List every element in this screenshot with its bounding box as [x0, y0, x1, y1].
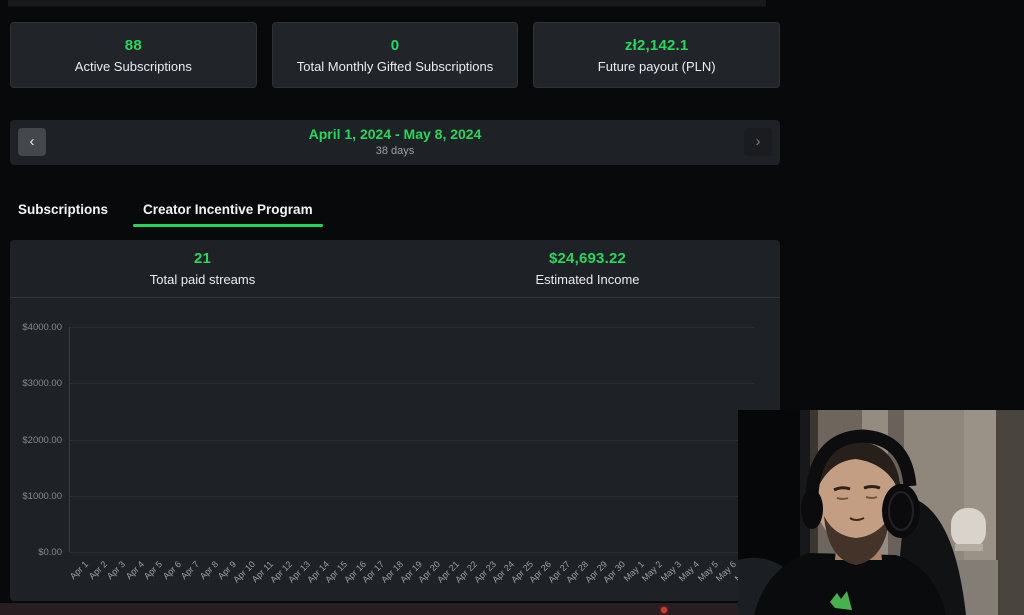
card-active-subscriptions: 88 Active Subscriptions — [10, 22, 257, 88]
y-axis-tick-label: $0.00 — [38, 547, 62, 558]
active-subscriptions-value: 88 — [124, 36, 142, 54]
date-range-text: April 1, 2024 - May 8, 2024 — [308, 126, 482, 142]
webcam-overlay — [738, 410, 1024, 615]
streamer-person — [754, 429, 946, 615]
chart-gridline — [70, 383, 754, 385]
record-dot-icon — [661, 607, 667, 613]
earnings-tabs: Subscriptions Creator Incentive Program — [8, 198, 338, 227]
y-axis-tick-label: $1000.00 — [22, 490, 62, 502]
x-axis-tick-label: Apr 7 — [179, 559, 202, 582]
x-axis-tick-label: May 1 — [621, 559, 646, 584]
x-axis-tick-label: Apr 8 — [197, 559, 220, 582]
future-payout-label: Future payout (PLN) — [597, 58, 716, 74]
x-axis-tick-label: Apr 6 — [160, 559, 183, 582]
card-gifted-subscriptions: 0 Total Monthly Gifted Subscriptions — [271, 22, 519, 88]
date-range-navigator: ‹ April 1, 2024 - May 8, 2024 38 days › — [10, 120, 780, 165]
chart-gridline — [70, 495, 754, 497]
previous-period-button[interactable]: ‹ — [18, 128, 46, 156]
future-payout-value: zł2,142.1 — [624, 36, 689, 54]
total-paid-streams-label: Total paid streams — [149, 272, 256, 287]
chart-plot: Apr 1 Apr 2 Apr 3 Apr 4 Apr 5 Apr 6 Apr 7 Apr 8… — [68, 327, 757, 585]
next-period-button[interactable]: › — [744, 128, 772, 156]
estimated-income-stat: $24,693.22 Estimated Income — [395, 240, 780, 297]
tab-creator-incentive-program[interactable]: Creator Incentive Program — [133, 198, 323, 227]
program-stats-row: 21 Total paid streams $24,693.22 Estimat… — [10, 240, 780, 298]
gifted-subscriptions-value: 0 — [390, 36, 400, 54]
estimated-income-label: Estimated Income — [535, 272, 640, 287]
x-axis-tick-label: Apr 4 — [123, 559, 146, 582]
creator-incentive-panel: 21 Total paid streams $24,693.22 Estimat… — [10, 240, 780, 601]
active-subscriptions-label: Active Subscriptions — [74, 58, 192, 74]
estimated-income-value: $24,693.22 — [548, 250, 627, 267]
scrolled-card-edge — [8, 0, 766, 7]
gifted-subscriptions-label: Total Monthly Gifted Subscriptions — [296, 58, 494, 74]
total-paid-streams-value: 21 — [193, 250, 212, 267]
tab-subscriptions[interactable]: Subscriptions — [8, 198, 118, 227]
card-future-payout: zł2,142.1 Future payout (PLN) — [533, 22, 781, 88]
x-axis-tick-label: Apr 2 — [86, 559, 109, 582]
chart-gridline — [70, 552, 754, 553]
x-axis-tick-label: Apr 1 — [68, 559, 91, 582]
lamp — [951, 508, 986, 551]
chevron-left-icon: ‹ — [29, 133, 35, 150]
y-axis-tick-label: $2000.00 — [22, 434, 62, 446]
x-axis-tick-label: Apr 5 — [142, 559, 165, 582]
chart-gridline — [70, 439, 754, 441]
date-range-display: April 1, 2024 - May 8, 2024 38 days — [10, 126, 780, 157]
summary-cards-row: 88 Active Subscriptions 0 Total Monthly … — [10, 22, 781, 88]
date-range-duration: 38 days — [375, 145, 415, 157]
webcam-scene — [738, 410, 1024, 615]
income-bar-chart: Apr 1 Apr 2 Apr 3 Apr 4 Apr 5 Apr 6 Apr 7 Apr 8… — [10, 298, 780, 601]
x-axis-tick-label: Apr 3 — [105, 559, 128, 582]
y-axis-tick-label: $3000.00 — [22, 378, 62, 390]
y-axis-tick-label: $4000.00 — [22, 322, 62, 333]
chart-gridline — [70, 327, 754, 328]
total-paid-streams-stat: 21 Total paid streams — [10, 240, 395, 297]
chevron-right-icon: › — [755, 133, 761, 150]
